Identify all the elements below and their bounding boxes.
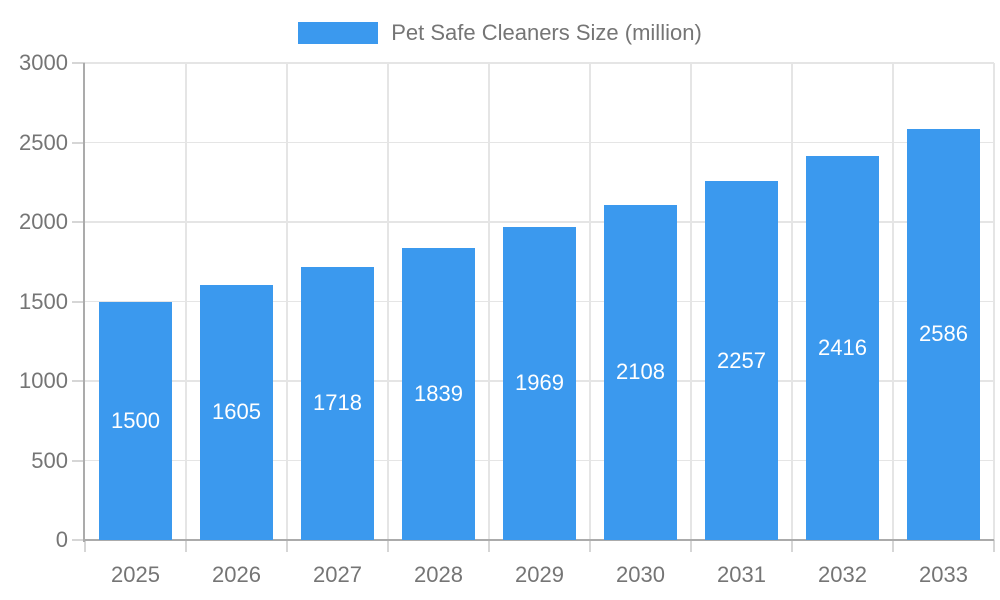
bar-2032: 2416: [806, 155, 879, 540]
gridline-vertical: [286, 63, 288, 540]
x-axis-label-2028: 2028: [414, 562, 463, 587]
x-axis-tick: [589, 540, 591, 552]
bar-value-label: 2108: [616, 359, 665, 385]
legend-item[interactable]: Pet Safe Cleaners Size (million): [298, 21, 702, 45]
y-axis-label: 2000: [19, 209, 68, 234]
bar-value-label: 1718: [313, 390, 362, 416]
bar-2030: 2108: [604, 204, 677, 540]
y-axis-label: 1000: [19, 368, 68, 393]
y-axis-tick: [72, 539, 85, 541]
gridline-vertical: [589, 63, 591, 540]
x-axis-label-2026: 2026: [212, 562, 261, 587]
gridline-vertical: [993, 63, 995, 540]
y-axis-label: 3000: [19, 50, 68, 75]
x-axis-label-2027: 2027: [313, 562, 362, 587]
bar-value-label: 1605: [212, 399, 261, 425]
gridline-horizontal: [85, 221, 994, 223]
gridline-horizontal: [85, 141, 994, 144]
y-axis-tick: [72, 62, 85, 64]
gridline-vertical: [690, 63, 692, 540]
bar-2028: 1839: [402, 247, 475, 540]
bar-2027: 1718: [301, 266, 374, 540]
legend: Pet Safe Cleaners Size (million): [0, 21, 1000, 45]
y-axis-tick: [72, 380, 85, 382]
legend-label: Pet Safe Cleaners Size (million): [391, 20, 702, 45]
bar-2029: 1969: [503, 226, 576, 540]
y-axis-tick: [72, 141, 85, 144]
x-axis-tick: [791, 540, 793, 552]
y-axis-label: 1500: [19, 288, 68, 314]
x-axis-label-2033: 2033: [919, 562, 968, 587]
bar-2033: 2586: [907, 128, 980, 540]
bar-value-label: 1969: [515, 370, 564, 396]
legend-swatch-icon: [298, 22, 379, 44]
bar-value-label: 1839: [414, 380, 463, 406]
x-axis-tick: [892, 540, 894, 552]
gridline-vertical: [185, 63, 187, 540]
y-axis-tick: [72, 221, 85, 223]
x-axis-line: [83, 539, 994, 541]
x-axis-label-2030: 2030: [616, 562, 665, 587]
x-axis-tick: [84, 540, 86, 552]
y-axis-label: 2500: [19, 129, 68, 155]
bar-2026: 1605: [200, 284, 273, 540]
x-axis-tick: [286, 540, 288, 552]
y-axis-tick: [72, 300, 85, 303]
x-axis-label-2031: 2031: [717, 562, 766, 587]
y-axis-label: 0: [55, 527, 68, 552]
gridline-vertical: [791, 63, 793, 540]
x-axis-label-2032: 2032: [818, 562, 867, 587]
x-axis-tick: [185, 540, 187, 552]
y-axis-line: [83, 63, 85, 542]
gridline-vertical: [892, 63, 894, 540]
x-axis-label-2029: 2029: [515, 562, 564, 587]
bar-2031: 2257: [705, 181, 778, 540]
x-axis-tick: [993, 540, 995, 552]
y-axis-label: 500: [31, 447, 68, 473]
x-axis-label-2025: 2025: [111, 562, 160, 587]
x-axis-tick: [488, 540, 490, 552]
bar-value-label: 2416: [818, 334, 867, 360]
bar-value-label: 1500: [111, 407, 160, 433]
gridline-horizontal: [85, 62, 994, 64]
bar-value-label: 2257: [717, 347, 766, 373]
x-axis-tick: [690, 540, 692, 552]
bar-2025: 1500: [99, 301, 172, 540]
x-axis-tick: [387, 540, 389, 552]
gridline-vertical: [488, 63, 490, 540]
y-axis-tick: [72, 459, 85, 462]
gridline-vertical: [387, 63, 389, 540]
bar-value-label: 2586: [919, 321, 968, 347]
